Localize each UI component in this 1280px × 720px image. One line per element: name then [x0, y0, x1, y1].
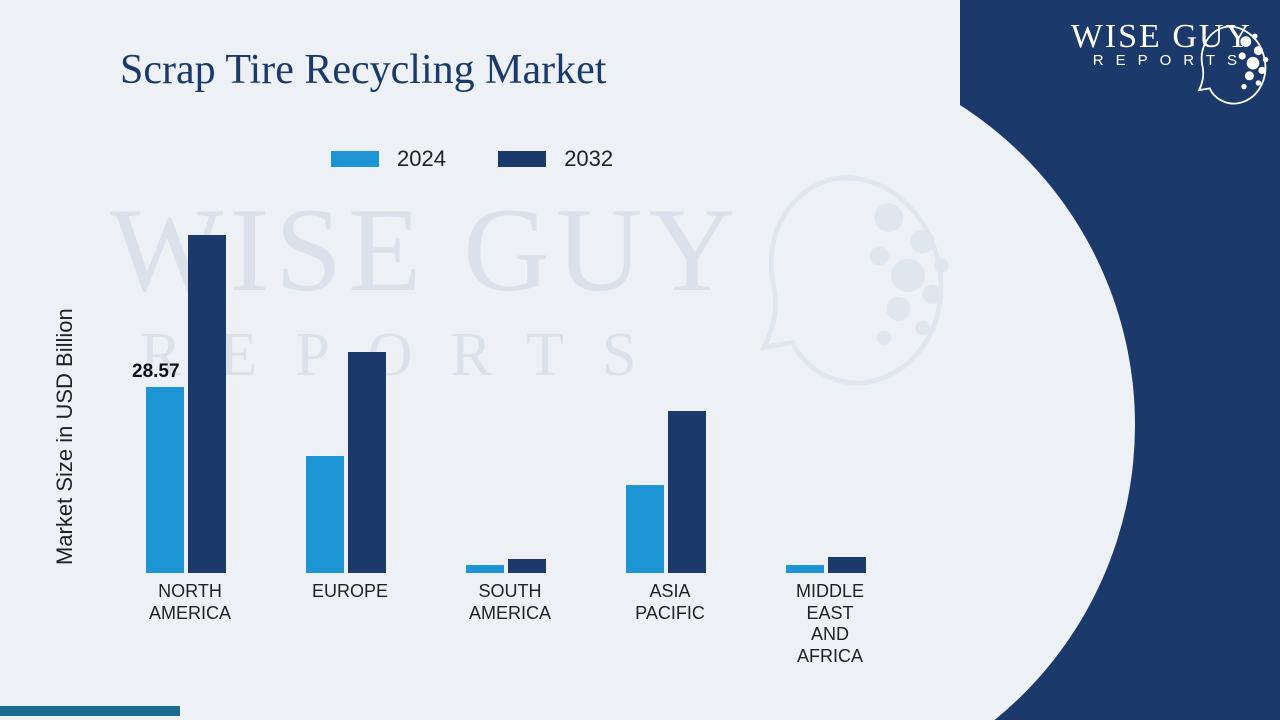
bar-value-label: 28.57 — [132, 361, 180, 383]
logo-line1: WISE GUY — [1071, 18, 1252, 56]
page: WISE GUY REPORTS Scrap Tire Recycling Ma… — [0, 0, 1280, 720]
x-axis-category-label: ASIAPACIFIC — [590, 573, 750, 624]
legend-label-2024: 2024 — [397, 146, 446, 171]
x-axis-category-label: EUROPE — [270, 573, 430, 603]
bar-2032 — [828, 557, 866, 573]
x-axis-category-label: SOUTHAMERICA — [430, 573, 590, 624]
legend-swatch-2024 — [331, 151, 379, 167]
legend-label-2032: 2032 — [564, 146, 613, 171]
y-axis-label: Market Size in USD Billion — [52, 308, 78, 565]
bar-2024 — [466, 565, 504, 573]
bar-2032 — [188, 235, 226, 573]
bar-chart: Market Size in USD Billion 2024 2032 28.… — [70, 145, 920, 665]
bar-2032 — [348, 352, 386, 573]
bar-2024 — [306, 456, 344, 573]
chart-title: Scrap Tire Recycling Market — [120, 46, 606, 94]
brand-logo: WISE GUY REPORTS — [1071, 18, 1252, 69]
legend: 2024 2032 — [70, 145, 920, 172]
bar-2032 — [668, 411, 706, 574]
bar-2024 — [786, 565, 824, 573]
bar-2024 — [626, 485, 664, 573]
bar-2024 — [146, 387, 184, 573]
x-axis-category-label: NORTHAMERICA — [110, 573, 270, 624]
footer-accent-bar — [0, 706, 180, 716]
x-axis-category-label: MIDDLEEASTANDAFRICA — [750, 573, 910, 667]
plot-area: 28.57NORTHAMERICAEUROPESOUTHAMERICAASIAP… — [110, 183, 910, 573]
logo-line2: REPORTS — [1071, 52, 1252, 69]
bar-2032 — [508, 559, 546, 573]
legend-swatch-2032 — [498, 151, 546, 167]
